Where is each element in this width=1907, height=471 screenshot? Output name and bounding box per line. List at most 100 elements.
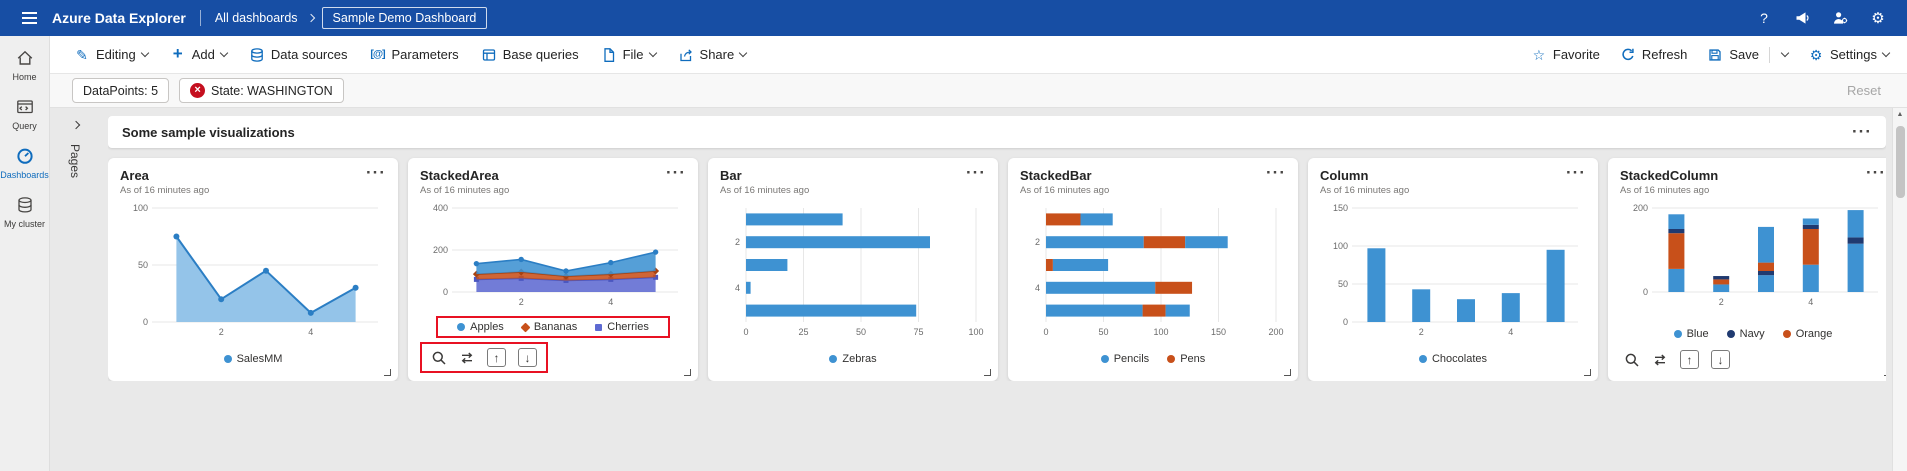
save-dropdown-chevron-icon[interactable]	[1776, 48, 1790, 58]
legend-item[interactable]: Pencils	[1100, 353, 1150, 365]
reset-button[interactable]: Reset	[1847, 83, 1881, 98]
editing-menu[interactable]: ✎ Editing	[74, 47, 149, 62]
tile-resize-handle[interactable]	[684, 369, 691, 376]
svg-text:100: 100	[133, 203, 148, 213]
legend-item[interactable]: Zebras	[829, 353, 877, 365]
section-title: Some sample visualizations	[122, 124, 295, 140]
search-icon[interactable]	[431, 350, 447, 366]
legend-item[interactable]: Pens	[1167, 353, 1205, 365]
tile-more-menu[interactable]: ···	[666, 163, 686, 182]
tile-resize-handle[interactable]	[1284, 369, 1291, 376]
tile-more-menu[interactable]: ···	[966, 163, 986, 182]
command-bar: ✎ Editing + Add Data sources [@] Paramet…	[50, 36, 1907, 74]
tile-more-menu[interactable]: ···	[366, 163, 386, 182]
pages-rail: Pages	[60, 114, 90, 178]
file-menu[interactable]: File	[601, 47, 657, 63]
chart-canvas[interactable]: 0 200 2 4	[1620, 200, 1886, 316]
scrollbar-thumb[interactable]	[1896, 126, 1905, 198]
chart-legend: Apples Bananas Cherries	[436, 316, 670, 338]
save-split-divider	[1769, 46, 1771, 63]
tile-stackedcolumn: StackedColumn As of 16 minutes ago ··· 0…	[1608, 158, 1886, 381]
svg-text:0: 0	[443, 287, 448, 297]
legend-label: Bananas	[533, 321, 578, 333]
legend-item[interactable]: Bananas	[520, 321, 578, 333]
filter-state[interactable]: × State: WASHINGTON	[179, 78, 344, 103]
tile-resize-handle[interactable]	[984, 369, 991, 376]
tile-more-menu[interactable]: ···	[1866, 163, 1886, 182]
tile-resize-handle[interactable]	[384, 369, 391, 376]
base-queries-button[interactable]: Base queries	[481, 47, 579, 63]
star-icon: ☆	[1532, 46, 1546, 63]
hamburger-menu-icon[interactable]	[14, 3, 44, 33]
tile-more-menu[interactable]: ···	[1566, 163, 1586, 182]
sidebar-item-my-cluster[interactable]: My cluster	[0, 191, 49, 234]
cluster-database-icon	[15, 195, 35, 218]
legend-item[interactable]: SalesMM	[223, 353, 282, 365]
pages-label: Pages	[68, 144, 82, 179]
sidebar-item-query[interactable]: Query	[0, 93, 49, 136]
favorite-button[interactable]: ☆ Favorite	[1532, 46, 1600, 63]
arrow-up-button[interactable]: ↑	[487, 348, 506, 367]
share-menu[interactable]: Share	[678, 47, 748, 63]
arrow-down-button[interactable]: ↓	[518, 348, 537, 367]
svg-text:2: 2	[519, 297, 524, 307]
account-settings-icon[interactable]	[1825, 3, 1855, 33]
chart-legend: Pencils Pens	[1092, 353, 1215, 365]
svg-text:0: 0	[1043, 327, 1048, 337]
legend-label: Blue	[1686, 328, 1709, 340]
legend-item[interactable]: Blue	[1673, 328, 1709, 340]
svg-text:200: 200	[433, 245, 448, 255]
settings-gear-icon[interactable]: ⚙	[1863, 3, 1893, 33]
swap-arrows-icon[interactable]	[459, 350, 475, 366]
svg-text:100: 100	[1333, 241, 1348, 251]
clear-filter-icon[interactable]: ×	[190, 83, 206, 98]
legend-item[interactable]: Orange	[1782, 328, 1832, 340]
query-icon	[15, 97, 35, 120]
tile-subtitle: As of 16 minutes ago	[420, 185, 510, 196]
add-menu[interactable]: + Add	[170, 45, 229, 62]
settings-button[interactable]: ⚙ Settings	[1808, 47, 1891, 62]
tile-subtitle: As of 16 minutes ago	[120, 185, 210, 196]
dashboard-content: Some sample visualizations ··· Area As o…	[108, 116, 1886, 381]
chart-canvas[interactable]: 0 50 100 150 200 2 4	[1020, 200, 1286, 346]
chart-canvas[interactable]: 0 200 400 2 4	[420, 200, 686, 316]
legend-label: Apples	[470, 321, 504, 333]
feedback-icon[interactable]	[1787, 3, 1817, 33]
swap-arrows-icon[interactable]	[1652, 352, 1668, 368]
refresh-button[interactable]: Refresh	[1620, 47, 1687, 63]
arrow-down-button[interactable]: ↓	[1711, 350, 1730, 369]
tile-more-menu[interactable]: ···	[1266, 163, 1286, 182]
search-icon[interactable]	[1624, 352, 1640, 368]
tile-resize-handle[interactable]	[1584, 369, 1591, 376]
save-button[interactable]: Save	[1707, 47, 1759, 63]
section-more-menu[interactable]: ···	[1852, 122, 1872, 141]
parameters-button[interactable]: [@] Parameters	[370, 47, 459, 62]
left-nav-rail: Home Query Dashboards My cluster	[0, 36, 50, 471]
chart-canvas[interactable]: 0 50 100 150 2 4	[1320, 200, 1586, 346]
vertical-scrollbar[interactable]: ▲	[1892, 108, 1907, 471]
expand-pages-icon[interactable]	[64, 114, 86, 136]
chart-canvas[interactable]: 0 50 100 2 4	[120, 200, 386, 346]
legend-label: Navy	[1739, 328, 1765, 340]
legend-marker-circle	[1726, 330, 1735, 338]
legend-item[interactable]: Apples	[457, 321, 504, 333]
tile-subtitle: As of 16 minutes ago	[1320, 185, 1410, 196]
legend-label: Pencils	[1113, 353, 1150, 365]
legend-item[interactable]: Cherries	[595, 321, 649, 333]
legend-item[interactable]: Navy	[1726, 328, 1765, 340]
chart-canvas[interactable]: 0 25 50 75 100 2 4	[720, 200, 986, 346]
scroll-up-icon[interactable]: ▲	[1896, 111, 1904, 118]
tile-resize-handle[interactable]	[1884, 369, 1886, 376]
help-icon[interactable]: ?	[1749, 3, 1779, 33]
breadcrumb-all-dashboards[interactable]: All dashboards	[214, 11, 298, 25]
data-sources-button[interactable]: Data sources	[249, 47, 347, 63]
chart-legend: Blue Navy Orange	[1665, 328, 1842, 340]
arrow-up-button[interactable]: ↑	[1680, 350, 1699, 369]
chart-legend: SalesMM	[215, 353, 292, 365]
breadcrumb-current[interactable]: Sample Demo Dashboard	[321, 7, 488, 29]
svg-text:2: 2	[1719, 297, 1724, 307]
filter-datapoints[interactable]: DataPoints: 5	[72, 78, 170, 103]
legend-item[interactable]: Chocolates	[1418, 353, 1487, 365]
sidebar-item-home[interactable]: Home	[0, 44, 49, 87]
sidebar-item-dashboards[interactable]: Dashboards	[0, 142, 49, 185]
